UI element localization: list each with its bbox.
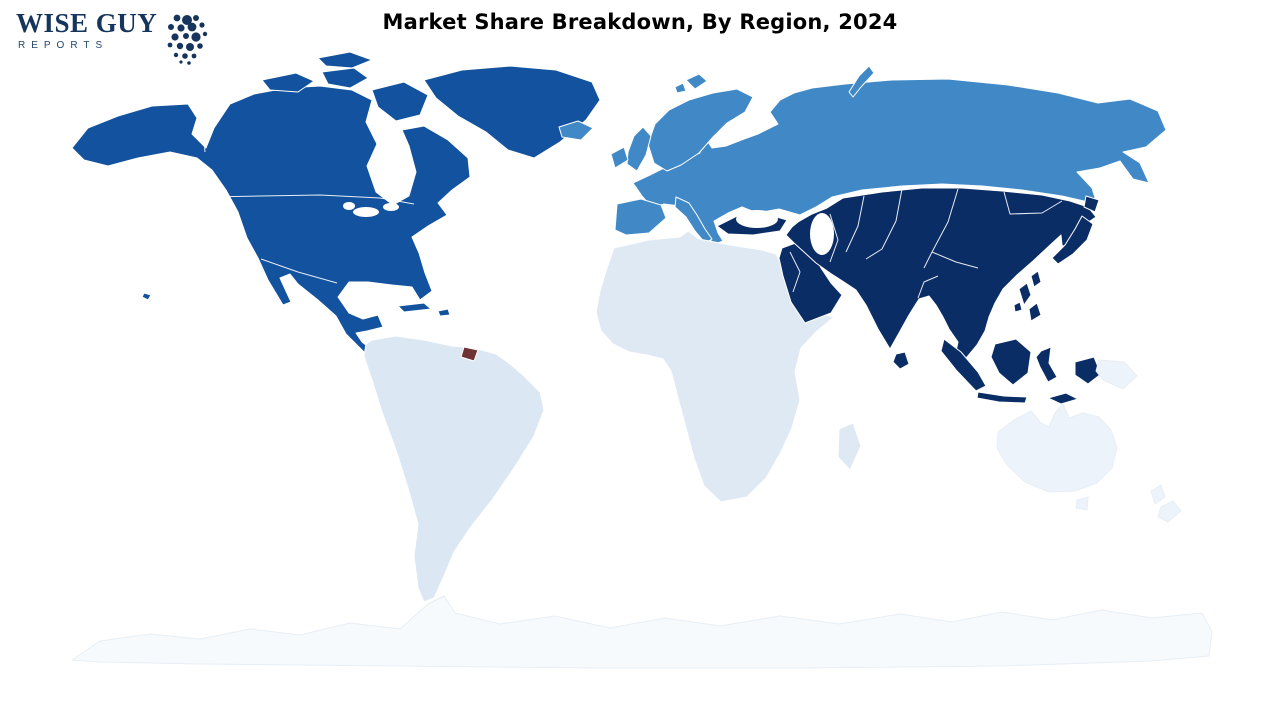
shape-west-papua — [1074, 356, 1102, 385]
shape-tasmania — [1075, 496, 1089, 511]
border-central-asia — [845, 195, 865, 253]
shape-taiwan — [1030, 270, 1042, 288]
logo-wordmark: WISE GUY — [16, 8, 158, 38]
shape-hispaniola — [437, 308, 451, 317]
shape-baffin-island — [371, 81, 429, 122]
region-africa — [595, 230, 862, 503]
caspian-sea — [810, 213, 834, 255]
region-south-america — [363, 335, 545, 603]
shape-hawaii — [141, 292, 152, 301]
logo-head-dots-icon — [167, 14, 208, 65]
shape-asia-mainland — [785, 187, 1097, 368]
shape-sri-lanka — [892, 351, 910, 370]
shape-scandinavia — [647, 88, 754, 172]
logo-text: WISE GUY REPORTS — [16, 10, 157, 51]
shape-japan-honshu — [1051, 215, 1094, 265]
shape-great-britain — [626, 126, 652, 172]
chart-title: Market Share Breakdown, By Region, 2024 — [382, 10, 898, 34]
shape-ellesmere-island — [317, 51, 373, 69]
region-north-america — [71, 51, 601, 357]
shape-borneo — [990, 338, 1032, 386]
shape-svalbard-1 — [685, 73, 708, 90]
shape-new-zealand-south — [1157, 500, 1182, 523]
shape-new-zealand-north — [1150, 484, 1166, 505]
logo-subtitle: REPORTS — [18, 40, 109, 51]
region-europe-russia — [558, 65, 1167, 251]
shape-svalbard-2 — [674, 82, 687, 94]
region-oceania — [996, 359, 1182, 523]
border-iran-west — [829, 213, 839, 263]
country-borders — [202, 127, 1063, 299]
shape-iberia — [614, 198, 667, 236]
shape-arctic-island-1 — [261, 72, 315, 93]
shape-philippines-1 — [1018, 282, 1032, 306]
black-sea — [736, 210, 778, 228]
shape-sulawesi — [1035, 346, 1058, 383]
shape-ireland — [610, 146, 629, 169]
shape-novaya-zemlya — [848, 65, 875, 98]
shape-timor — [1047, 392, 1079, 405]
shape-cuba — [397, 302, 432, 313]
shape-south-america — [363, 335, 545, 603]
shape-africa — [595, 230, 835, 503]
border-us-mexico — [260, 258, 338, 284]
shape-philippines-3 — [1013, 301, 1023, 313]
shape-arctic-island-2 — [321, 67, 369, 89]
border-us-canada — [205, 194, 415, 205]
shape-eurasia-north — [632, 78, 1167, 246]
border-saudi-yemen — [789, 251, 801, 293]
shape-iceland — [558, 120, 594, 141]
shape-new-guinea-east — [1095, 359, 1138, 390]
great-lake-2 — [383, 203, 399, 211]
shape-java — [976, 391, 1028, 404]
shape-madagascar — [837, 422, 862, 471]
shape-japan-hokkaido — [1083, 195, 1100, 213]
shape-antarctica — [71, 595, 1213, 669]
shape-australia — [996, 403, 1118, 493]
shape-french-guiana — [460, 346, 479, 362]
border-china-west — [923, 188, 959, 269]
border-alaska-canada — [202, 127, 206, 153]
border-mongolia — [1003, 191, 1063, 215]
border-myanmar — [917, 275, 939, 299]
wise-guy-reports-logo: WISE GUY REPORTS — [16, 10, 213, 66]
shape-philippines-2 — [1028, 302, 1042, 322]
border-afghan-pak — [865, 188, 903, 260]
shape-sumatra — [940, 338, 987, 392]
great-lake-1 — [353, 207, 379, 217]
shape-north-america-mainland — [71, 85, 471, 357]
great-lake-3 — [343, 202, 355, 210]
border-himalaya — [931, 251, 979, 269]
